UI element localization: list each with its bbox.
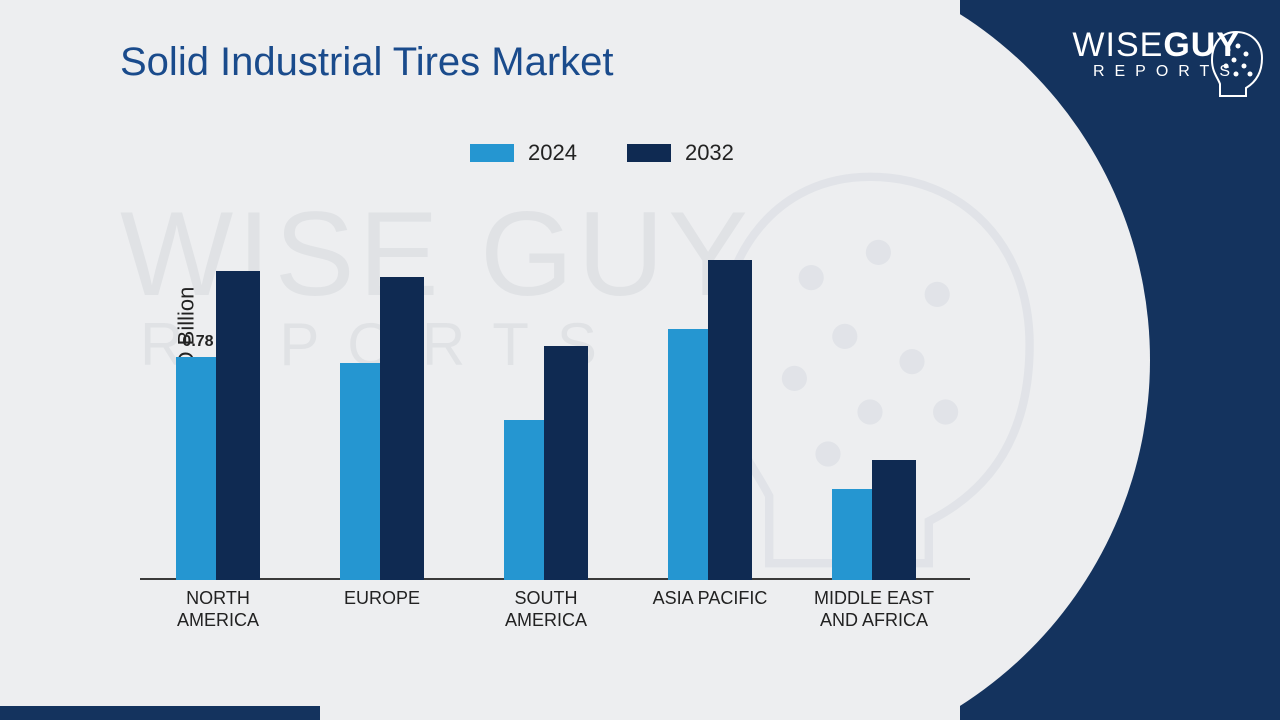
bar-series-a (504, 420, 548, 580)
bar-series-b (872, 460, 916, 580)
logo-text-wise: WISE (1072, 26, 1163, 64)
legend-label-2024: 2024 (528, 140, 577, 166)
chart-region: Market Size in USD Billion 2024 2032 0.7… (50, 150, 990, 680)
bar-value-label: 0.78 (168, 333, 228, 351)
bar-series-a (340, 363, 384, 580)
category-label: EUROPE (312, 588, 452, 610)
plot-area: 0.78NORTH AMERICAEUROPESOUTH AMERICAASIA… (140, 180, 970, 580)
legend: 2024 2032 (470, 140, 734, 166)
legend-swatch-2032 (627, 144, 671, 162)
category-label: SOUTH AMERICA (476, 588, 616, 631)
chart-canvas: WISEGUY REPORTS Solid Industrial Tires M… (0, 0, 1280, 720)
logo-head-icon (1206, 30, 1266, 100)
category-label: MIDDLE EAST AND AFRICA (804, 588, 944, 631)
legend-label-2032: 2032 (685, 140, 734, 166)
legend-item-2032: 2032 (627, 140, 734, 166)
category-label: ASIA PACIFIC (640, 588, 780, 610)
bar-series-b (544, 346, 588, 580)
chart-title: Solid Industrial Tires Market (120, 40, 614, 85)
bar-series-b (216, 271, 260, 580)
category-label: NORTH AMERICA (148, 588, 288, 631)
legend-swatch-2024 (470, 144, 514, 162)
bar-series-a (668, 329, 712, 580)
legend-item-2024: 2024 (470, 140, 577, 166)
bar-series-b (708, 260, 752, 580)
bar-series-a (176, 357, 220, 580)
bottom-accent-bar (0, 706, 320, 720)
bar-series-b (380, 277, 424, 580)
bar-series-a (832, 489, 876, 580)
